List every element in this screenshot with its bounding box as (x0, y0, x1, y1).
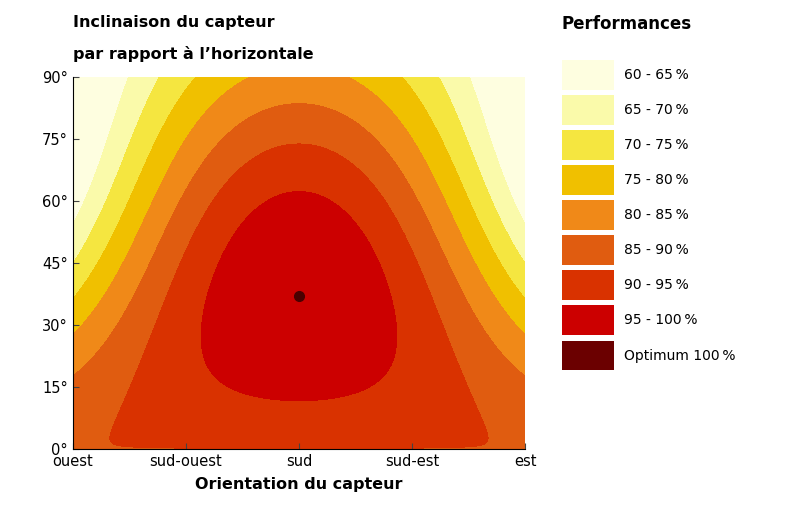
Text: Inclinaison du capteur: Inclinaison du capteur (73, 15, 275, 30)
Text: 75 - 80 %: 75 - 80 % (624, 173, 688, 187)
Text: 65 - 70 %: 65 - 70 % (624, 103, 688, 117)
Text: 80 - 85 %: 80 - 85 % (624, 208, 688, 222)
Text: par rapport à l’horizontale: par rapport à l’horizontale (73, 46, 314, 62)
Text: 85 - 90 %: 85 - 90 % (624, 243, 688, 257)
Text: 95 - 100 %: 95 - 100 % (624, 313, 697, 328)
Text: Optimum 100 %: Optimum 100 % (624, 348, 735, 363)
Text: Performances: Performances (562, 15, 692, 34)
Text: 90 - 95 %: 90 - 95 % (624, 278, 688, 293)
X-axis label: Orientation du capteur: Orientation du capteur (196, 477, 402, 492)
Text: 70 - 75 %: 70 - 75 % (624, 138, 688, 152)
Text: 60 - 65 %: 60 - 65 % (624, 68, 688, 82)
